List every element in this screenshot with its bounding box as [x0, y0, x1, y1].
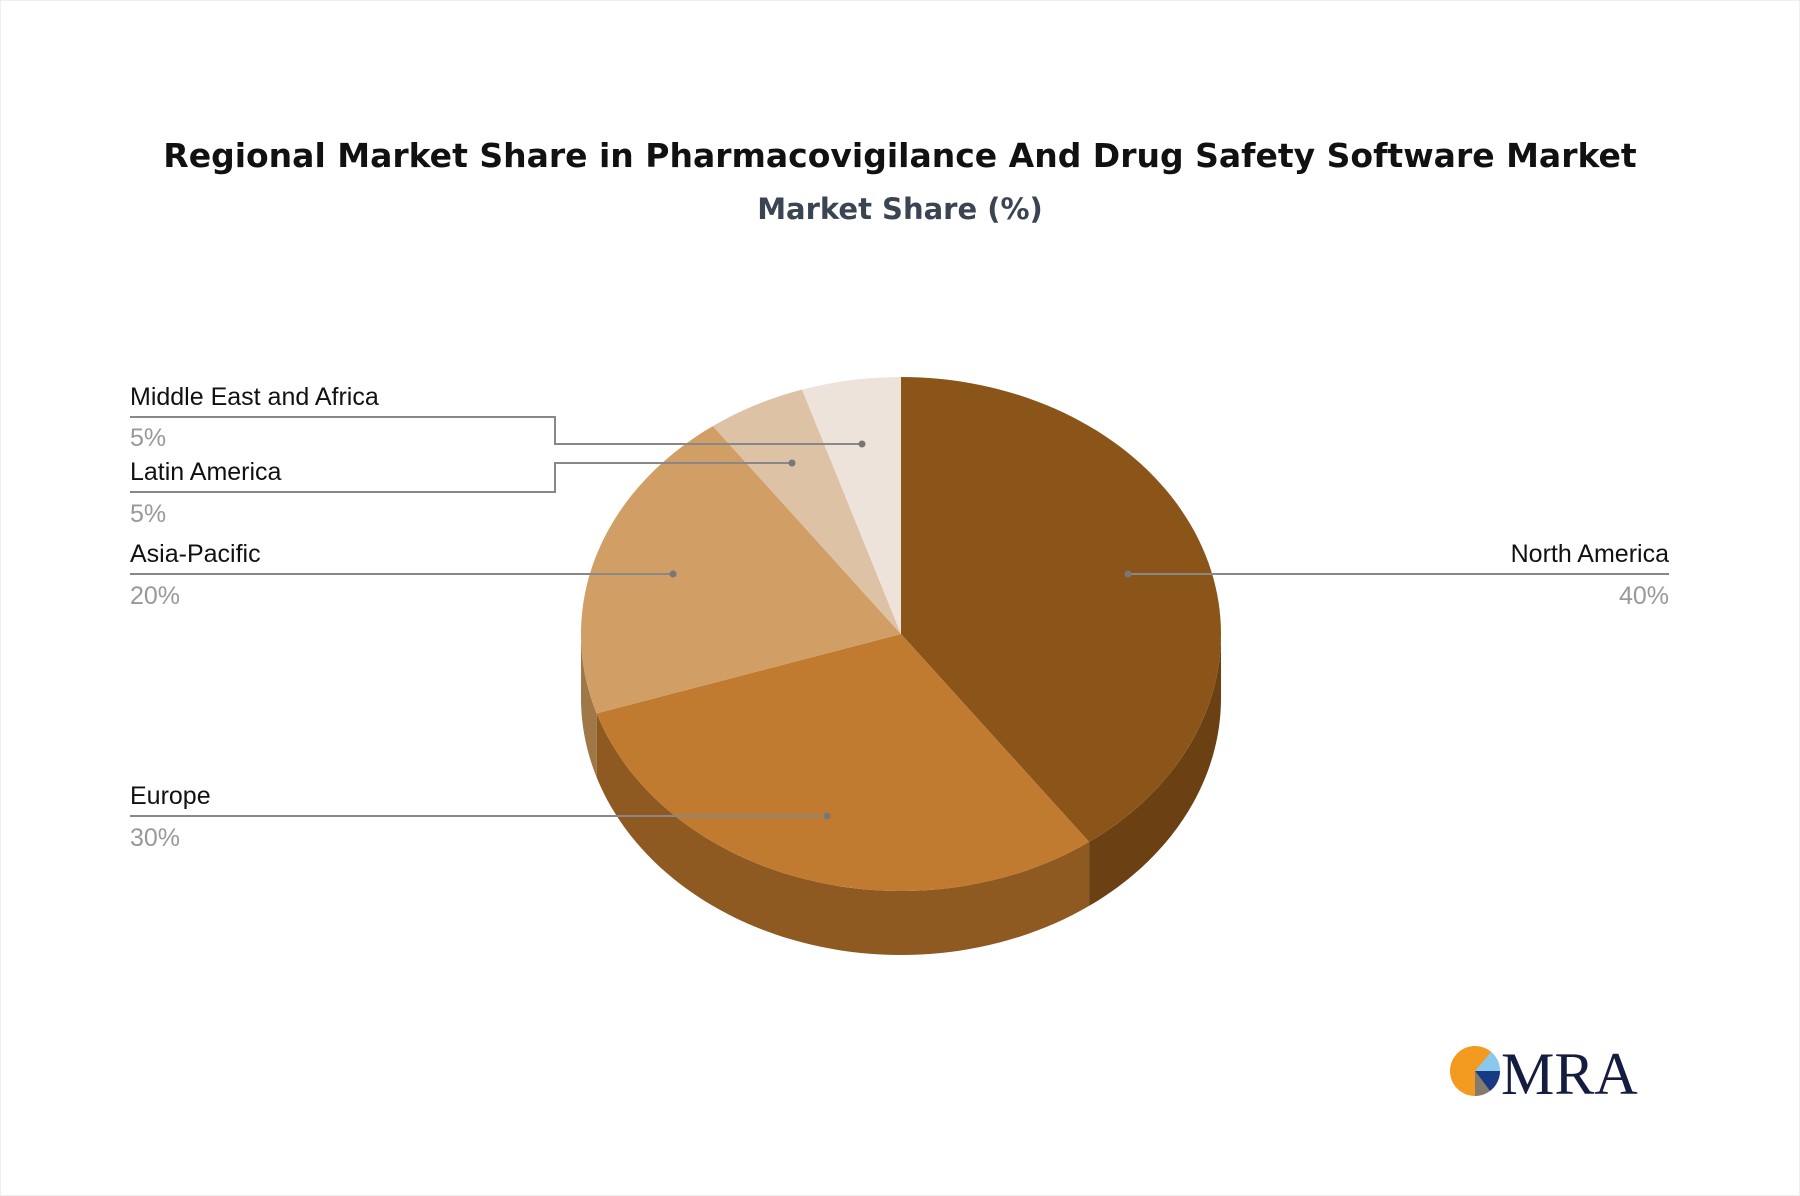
- category-label: Europe: [130, 782, 211, 810]
- mra-logo: MRA: [1450, 1041, 1638, 1100]
- leader-dot: [858, 440, 866, 448]
- value-label: 5%: [130, 500, 166, 528]
- leader-line: [130, 462, 792, 493]
- value-label: 30%: [130, 824, 180, 852]
- pie-slice-north-america[interactable]: [901, 377, 1221, 842]
- pie-slice-europe[interactable]: [596, 634, 1090, 891]
- leader-dot: [823, 812, 831, 820]
- pie-slice-middle-east-and-africa[interactable]: [802, 377, 901, 634]
- category-label: Asia-Pacific: [130, 540, 261, 568]
- category-label: North America: [1511, 540, 1669, 568]
- category-label: Middle East and Africa: [130, 383, 379, 411]
- leader-dot: [788, 459, 796, 467]
- leader-dot: [669, 570, 677, 578]
- category-label: Latin America: [130, 458, 282, 486]
- value-label: 40%: [1619, 582, 1669, 610]
- pie-side-1: [596, 713, 1090, 955]
- pie-slice-asia-pacific[interactable]: [581, 426, 901, 714]
- logo-text: MRA: [1501, 1041, 1638, 1100]
- leader-line: [130, 416, 862, 445]
- pie-slice-latin-america[interactable]: [712, 389, 901, 634]
- leader-dot: [1124, 570, 1132, 578]
- pie-side-0: [1089, 634, 1221, 906]
- chart-subtitle: Market Share (%): [757, 192, 1043, 226]
- value-label: 5%: [130, 424, 166, 452]
- pie-side-2: [581, 634, 597, 778]
- value-label: 20%: [130, 582, 180, 610]
- chart-title: Regional Market Share in Pharmacovigilan…: [163, 136, 1637, 175]
